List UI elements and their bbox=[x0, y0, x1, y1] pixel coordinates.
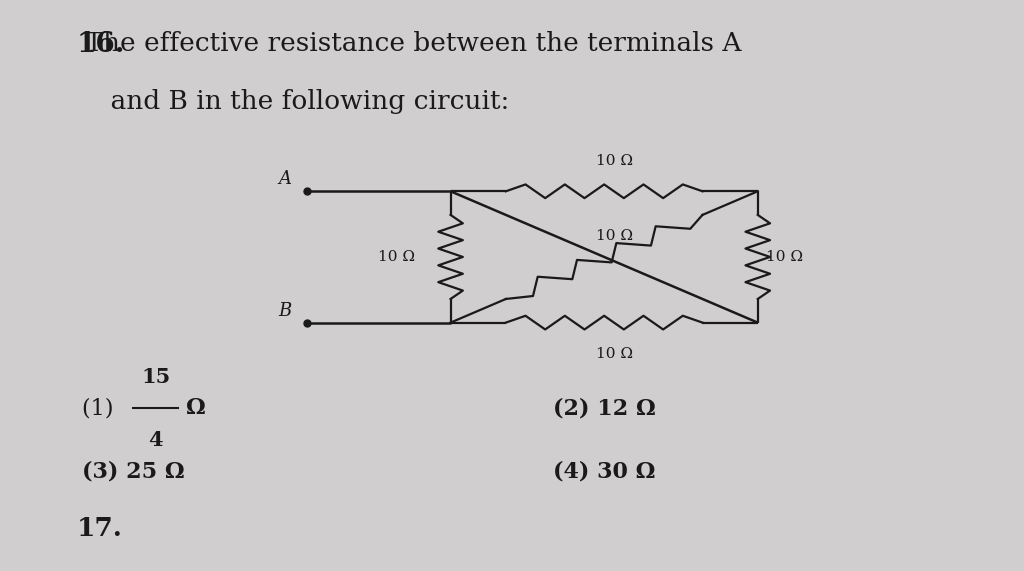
Text: Ω: Ω bbox=[186, 397, 206, 419]
Text: 4: 4 bbox=[148, 430, 163, 450]
Text: (1): (1) bbox=[82, 397, 121, 419]
Text: 10 Ω: 10 Ω bbox=[596, 154, 633, 168]
Text: (4) 30 Ω: (4) 30 Ω bbox=[553, 460, 655, 482]
Text: and B in the following circuit:: and B in the following circuit: bbox=[77, 89, 509, 114]
Text: 10 Ω: 10 Ω bbox=[378, 250, 415, 264]
Text: 16.: 16. bbox=[77, 31, 125, 58]
Text: (3) 25 Ω: (3) 25 Ω bbox=[82, 460, 184, 482]
Text: 10 Ω: 10 Ω bbox=[596, 228, 633, 243]
Text: (2) 12 Ω: (2) 12 Ω bbox=[553, 397, 655, 419]
Text: 15: 15 bbox=[141, 367, 170, 387]
Text: A: A bbox=[279, 170, 292, 188]
Text: B: B bbox=[279, 301, 292, 320]
Text: 10 Ω: 10 Ω bbox=[766, 250, 803, 264]
Text: 17.: 17. bbox=[77, 516, 123, 541]
Text: The effective resistance between the terminals A: The effective resistance between the ter… bbox=[77, 31, 741, 57]
Text: 10 Ω: 10 Ω bbox=[596, 347, 633, 361]
